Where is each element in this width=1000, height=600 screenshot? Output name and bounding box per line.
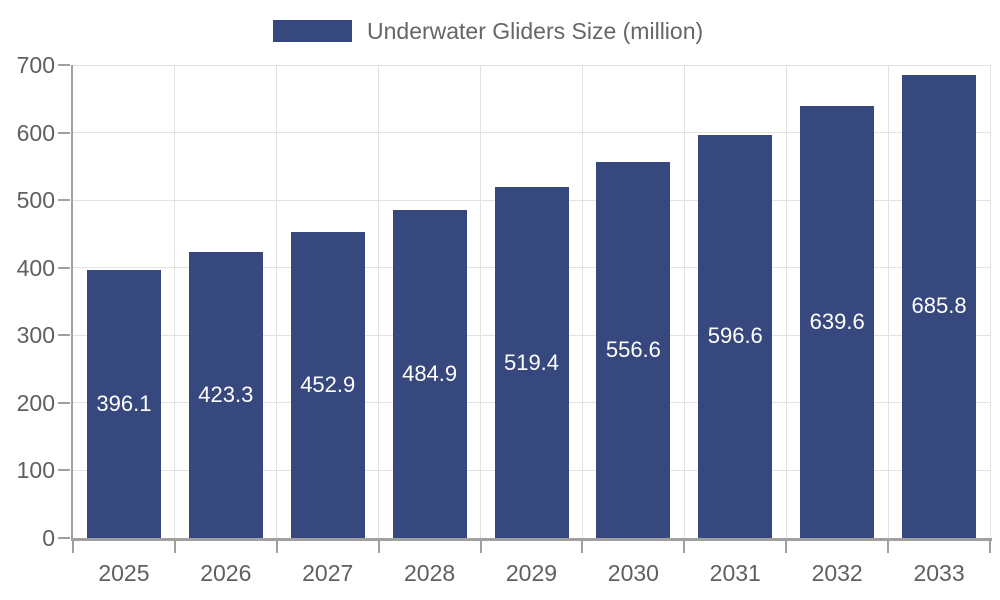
grid-line-vertical xyxy=(480,65,482,538)
y-axis-tick xyxy=(58,537,70,539)
y-tick-label: 500 xyxy=(16,187,55,214)
x-axis-tick xyxy=(887,538,890,553)
bar-value-label: 452.9 xyxy=(300,371,356,397)
legend-label: Underwater Gliders Size (million) xyxy=(367,18,704,44)
bar-value-label: 484.9 xyxy=(402,361,458,387)
x-tick-label: 2025 xyxy=(98,560,150,586)
y-tick-label: 600 xyxy=(16,119,55,146)
y-tick-label: 400 xyxy=(16,254,55,281)
legend: Underwater Gliders Size (million) xyxy=(0,0,1000,50)
bar xyxy=(698,134,773,538)
y-axis-tick xyxy=(58,266,70,269)
grid-line-vertical xyxy=(989,65,991,538)
grid-line-vertical xyxy=(276,65,278,538)
x-axis-tick xyxy=(377,538,380,553)
grid-line-vertical xyxy=(581,65,583,538)
x-axis-tick xyxy=(173,538,176,553)
grid-line-vertical xyxy=(785,65,787,538)
grid-line-vertical xyxy=(378,65,380,538)
bar-value-label: 685.8 xyxy=(911,293,967,319)
x-axis-tick xyxy=(581,538,584,553)
x-axis-tick xyxy=(72,538,74,553)
y-tick-label: 700 xyxy=(16,52,55,78)
bar xyxy=(290,231,365,538)
y-axis-tick xyxy=(58,199,70,202)
legend-swatch xyxy=(273,20,352,42)
grid-line-vertical xyxy=(887,65,889,538)
bar-value-label: 519.4 xyxy=(503,349,560,375)
y-tick-label: 300 xyxy=(16,322,55,349)
y-tick-label: 100 xyxy=(16,457,55,484)
x-tick-label: 2030 xyxy=(607,560,659,586)
y-tick-label: 0 xyxy=(42,525,55,551)
y-axis-tick xyxy=(58,469,70,472)
x-tick-label: 2031 xyxy=(709,560,761,586)
x-tick-label: 2033 xyxy=(913,560,965,586)
x-tick-label: 2032 xyxy=(811,560,863,586)
bar-value-label: 596.6 xyxy=(707,323,763,349)
grid-line-horizontal xyxy=(73,132,990,134)
y-axis-line xyxy=(71,65,73,540)
grid-line-horizontal xyxy=(73,64,990,66)
bar xyxy=(86,270,161,538)
bar xyxy=(392,210,467,538)
bar xyxy=(494,187,569,538)
bar xyxy=(902,74,977,538)
x-tick-label: 2029 xyxy=(505,560,558,586)
bar-value-label: 639.6 xyxy=(809,308,865,334)
bar-value-label: 423.3 xyxy=(198,381,254,407)
y-axis-tick xyxy=(58,401,70,404)
x-axis-tick xyxy=(479,538,482,553)
bar-value-label: 396.1 xyxy=(96,391,152,417)
y-axis-tick xyxy=(58,334,70,337)
y-tick-label: 200 xyxy=(16,389,55,416)
bar-value-label: 556.6 xyxy=(605,336,661,362)
y-axis-tick xyxy=(58,131,70,134)
x-axis-tick xyxy=(785,538,788,553)
x-axis-tick xyxy=(683,538,686,553)
plot-area: 396.1 423.3 452.9 484.9 519.4 556.6 596.6 639.6… xyxy=(73,64,991,538)
x-tick-label: 2028 xyxy=(404,560,456,586)
bar xyxy=(596,161,671,538)
x-tick-label: 2027 xyxy=(302,560,354,586)
grid-line-vertical xyxy=(683,65,685,538)
x-axis-line xyxy=(71,538,992,541)
bar xyxy=(188,251,263,538)
x-axis-tick xyxy=(989,538,991,553)
bar xyxy=(800,105,875,538)
x-axis-tick xyxy=(275,538,278,553)
x-tick-label: 2026 xyxy=(200,560,252,586)
grid-line-vertical xyxy=(174,65,176,538)
y-axis-tick xyxy=(58,64,70,66)
